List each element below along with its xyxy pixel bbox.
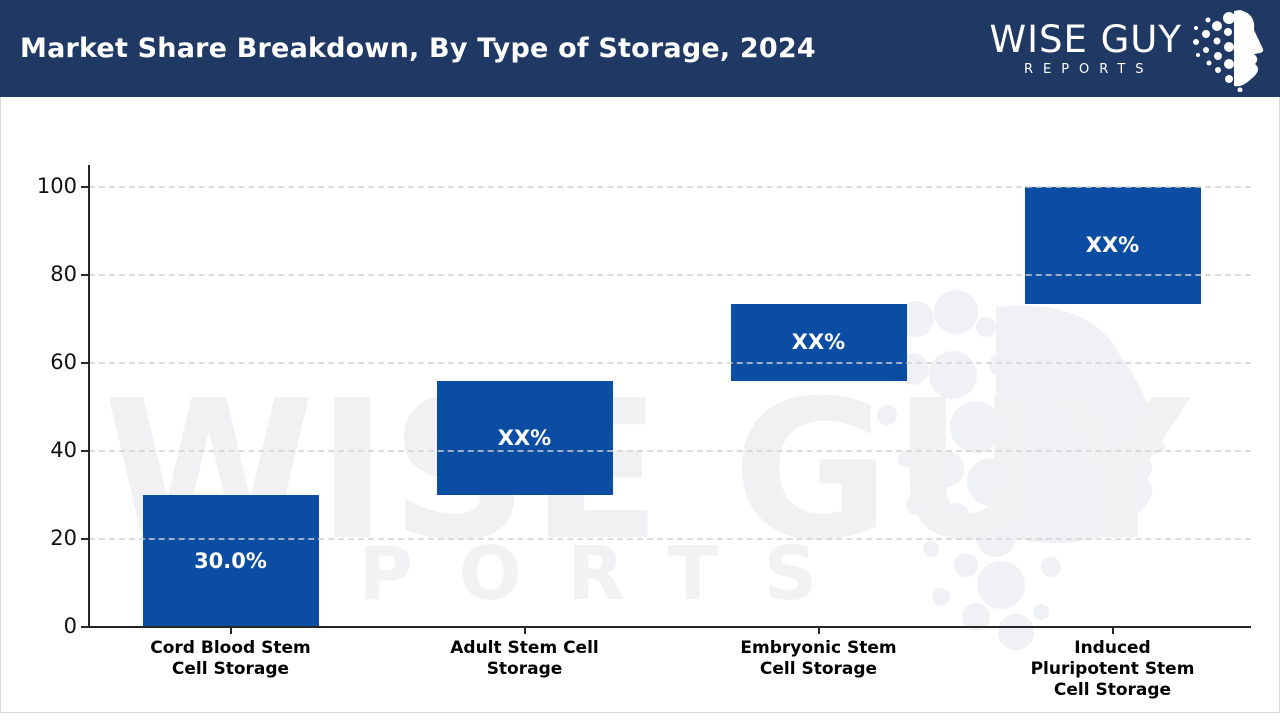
y-axis-tick bbox=[81, 626, 89, 628]
bar-segment: XX% bbox=[1024, 187, 1201, 304]
y-axis-tick-label: 60 bbox=[50, 350, 77, 374]
x-axis-line bbox=[88, 626, 1251, 628]
bar-segment: 30.0% bbox=[142, 495, 319, 627]
x-category-label: Cord Blood Stem Cell Storage bbox=[150, 638, 311, 679]
x-category-label: Embryonic Stem Cell Storage bbox=[740, 638, 897, 679]
header-banner: Market Share Breakdown, By Type of Stora… bbox=[0, 0, 1280, 97]
y-axis-tick bbox=[81, 274, 89, 276]
y-axis-tick bbox=[81, 186, 89, 188]
bar-value-label: XX% bbox=[791, 330, 846, 355]
gridline bbox=[89, 186, 1251, 188]
y-axis-tick bbox=[81, 362, 89, 364]
y-axis-tick-label: 20 bbox=[50, 526, 77, 550]
bar-segment: XX% bbox=[730, 303, 907, 381]
logo-head-profile-icon bbox=[1193, 9, 1264, 92]
logo-text: WISE GUY REPORTS bbox=[990, 21, 1182, 76]
x-category-label: Induced Pluripotent Stem Cell Storage bbox=[1030, 638, 1195, 700]
gridline bbox=[89, 538, 1251, 540]
chart-figure: WISE GUY REPORTS 0 20 40 60 80 100 30.0% Cord B… bbox=[0, 97, 1280, 713]
y-axis-line bbox=[88, 165, 90, 628]
wise-guy-logo: WISE GUY REPORTS bbox=[990, 6, 1266, 92]
chart-title: Market Share Breakdown, By Type of Stora… bbox=[20, 33, 816, 64]
y-axis-tick-label: 100 bbox=[36, 174, 77, 198]
y-axis-tick-label: 80 bbox=[50, 262, 77, 286]
x-axis-tick bbox=[1111, 628, 1114, 634]
x-axis-tick bbox=[817, 628, 820, 634]
x-axis-tick bbox=[229, 628, 232, 634]
logo-subtitle: REPORTS bbox=[1023, 62, 1154, 77]
gridline bbox=[89, 274, 1251, 276]
y-axis-tick-label: 40 bbox=[50, 438, 77, 462]
bar-value-label: 30.0% bbox=[194, 549, 267, 573]
x-category-label: Adult Stem Cell Storage bbox=[450, 638, 599, 679]
gridline bbox=[89, 362, 1251, 364]
gridline bbox=[89, 450, 1251, 452]
y-axis-tick-label: 0 bbox=[63, 614, 77, 638]
bar-segment: XX% bbox=[436, 380, 613, 495]
bar-value-label: XX% bbox=[1085, 233, 1140, 258]
bar-value-label: XX% bbox=[497, 425, 552, 450]
y-axis-tick bbox=[81, 538, 89, 540]
logo-wordmark: WISE GUY bbox=[989, 18, 1182, 61]
y-axis-tick bbox=[81, 450, 89, 452]
x-axis-tick bbox=[523, 628, 526, 634]
